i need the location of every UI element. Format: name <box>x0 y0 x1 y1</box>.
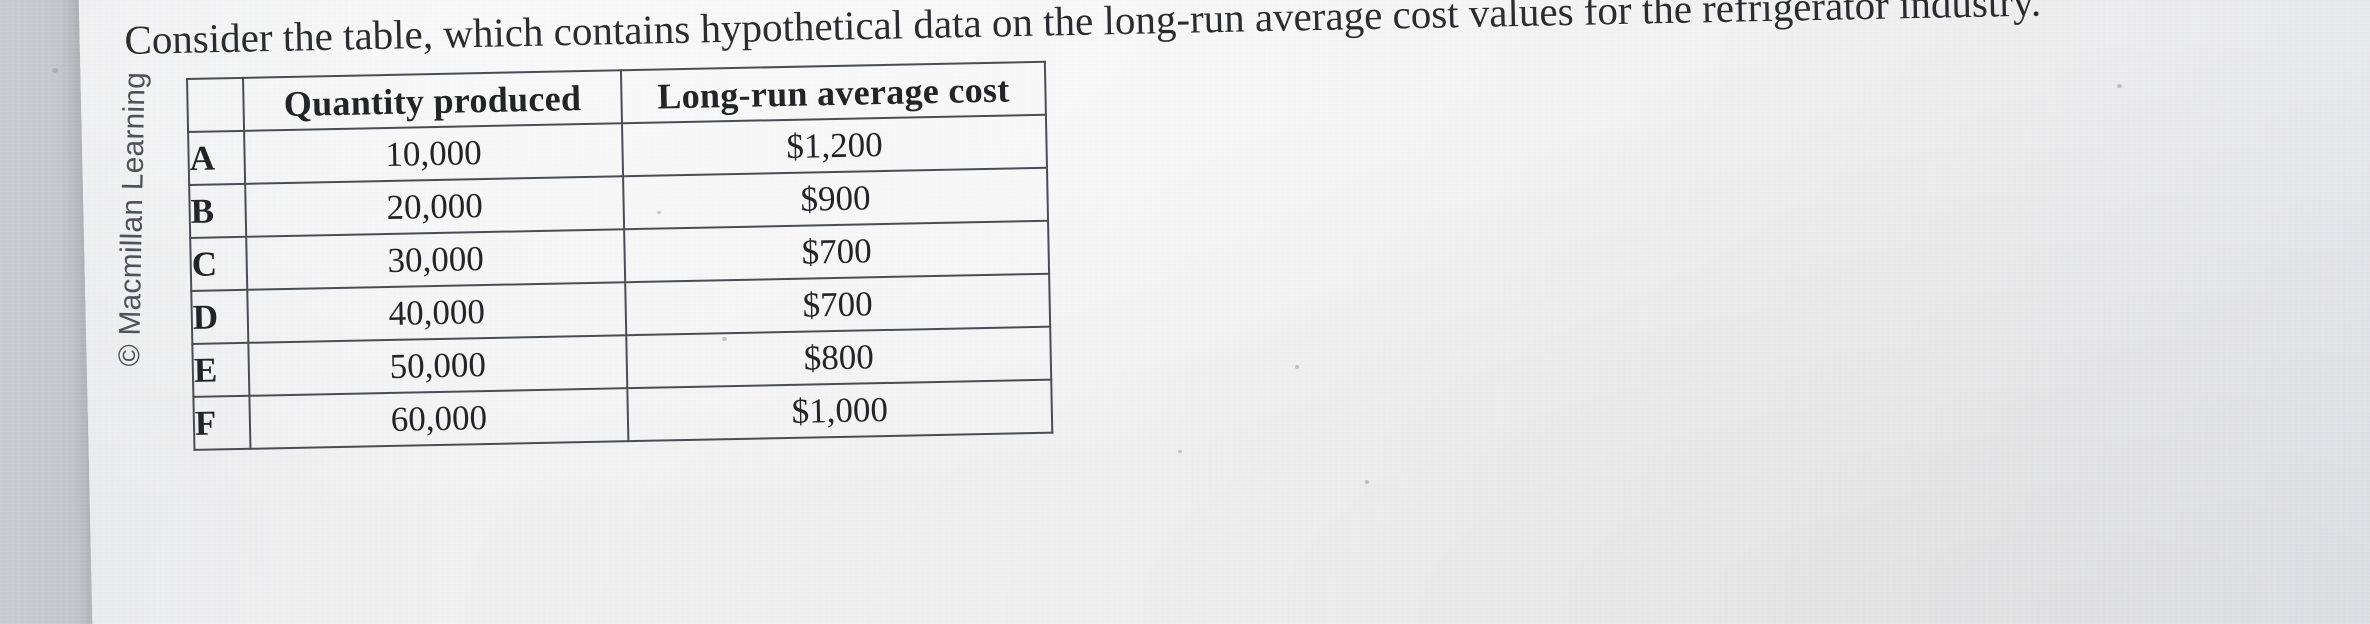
column-header-row-label <box>187 77 245 132</box>
row-quantity: 50,000 <box>248 335 628 396</box>
cost-table-container: Quantity produced Long-run average cost … <box>186 61 1053 451</box>
row-quantity: 40,000 <box>247 282 627 343</box>
row-quantity: 30,000 <box>246 229 626 290</box>
row-cost: $700 <box>624 220 1050 283</box>
row-label: B <box>189 183 247 238</box>
row-cost: $1,200 <box>621 114 1047 177</box>
question-prompt: Consider the table, which contains hypot… <box>123 0 2042 63</box>
row-label: A <box>188 130 246 185</box>
paper-speck <box>52 68 58 73</box>
long-run-average-cost-table: Quantity produced Long-run average cost … <box>186 61 1053 451</box>
row-cost: $900 <box>623 167 1049 230</box>
row-quantity: 60,000 <box>249 388 629 449</box>
row-cost: $1,000 <box>627 379 1053 442</box>
row-cost: $800 <box>626 326 1052 389</box>
row-label: D <box>191 289 249 344</box>
row-label: C <box>190 236 248 291</box>
paper-speck <box>2117 84 2122 88</box>
paper-speck <box>1178 450 1182 453</box>
column-header-quantity-produced: Quantity produced <box>243 70 622 131</box>
row-label: E <box>192 342 250 397</box>
paper-speck <box>1365 480 1369 484</box>
paper-speck <box>1295 365 1299 369</box>
column-header-long-run-average-cost: Long-run average cost <box>620 61 1046 124</box>
row-quantity: 20,000 <box>245 176 625 237</box>
row-label: F <box>193 395 251 450</box>
row-cost: $700 <box>625 273 1051 336</box>
row-quantity: 10,000 <box>244 123 624 184</box>
copyright-watermark: © Macmillan Learning <box>112 71 152 367</box>
